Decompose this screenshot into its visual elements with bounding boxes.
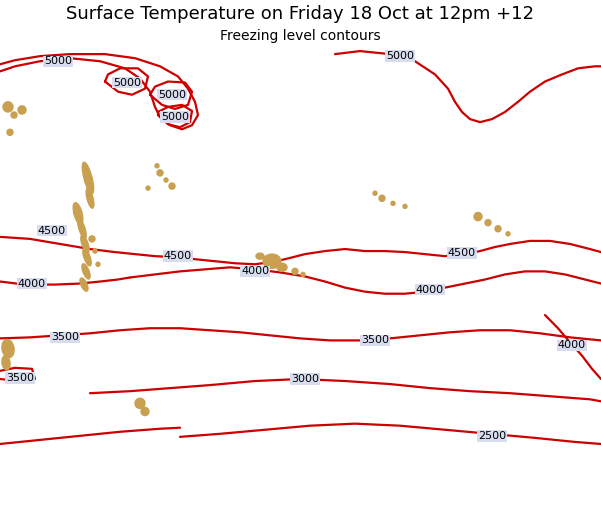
Circle shape (146, 186, 150, 190)
Ellipse shape (82, 162, 94, 194)
Text: 3500: 3500 (361, 336, 389, 345)
Text: 3500: 3500 (51, 332, 79, 342)
Circle shape (301, 272, 305, 277)
Text: 5000: 5000 (161, 112, 189, 122)
Circle shape (292, 268, 298, 274)
Text: Freezing level contours: Freezing level contours (220, 29, 381, 43)
Text: 5000: 5000 (158, 90, 186, 100)
Ellipse shape (80, 278, 88, 291)
Circle shape (155, 164, 159, 168)
Text: 4000: 4000 (18, 279, 46, 288)
Circle shape (495, 226, 501, 232)
Text: 4000: 4000 (241, 266, 269, 277)
Circle shape (96, 262, 100, 266)
Ellipse shape (81, 235, 89, 252)
Circle shape (373, 191, 377, 195)
Circle shape (403, 204, 407, 208)
Circle shape (506, 232, 510, 236)
Text: 4500: 4500 (164, 251, 192, 261)
Text: 3500: 3500 (6, 373, 34, 383)
Text: 5000: 5000 (44, 56, 72, 66)
Circle shape (485, 220, 491, 226)
Ellipse shape (256, 253, 264, 259)
Circle shape (141, 407, 149, 416)
Circle shape (474, 212, 482, 221)
Text: Surface Temperature on Friday 18 Oct at 12pm +12: Surface Temperature on Friday 18 Oct at … (67, 5, 534, 23)
Circle shape (391, 201, 395, 205)
Circle shape (169, 183, 175, 189)
Circle shape (18, 106, 26, 114)
Text: 4000: 4000 (416, 285, 444, 294)
Ellipse shape (82, 264, 90, 279)
Ellipse shape (277, 263, 287, 271)
Text: 5000: 5000 (386, 51, 414, 61)
Circle shape (157, 170, 163, 176)
Circle shape (164, 178, 168, 182)
Ellipse shape (263, 254, 281, 268)
Circle shape (89, 236, 95, 242)
Ellipse shape (78, 219, 86, 239)
Ellipse shape (86, 188, 94, 208)
Circle shape (135, 398, 145, 408)
Text: 4000: 4000 (558, 341, 586, 350)
Text: 3000: 3000 (291, 374, 319, 384)
Circle shape (3, 102, 13, 112)
Circle shape (11, 112, 17, 118)
Ellipse shape (83, 248, 91, 266)
Circle shape (7, 129, 13, 135)
Text: 4500: 4500 (38, 226, 66, 236)
Ellipse shape (2, 356, 10, 370)
Ellipse shape (73, 203, 83, 224)
Circle shape (93, 249, 97, 253)
Ellipse shape (2, 340, 14, 358)
Text: 2500: 2500 (478, 431, 506, 441)
Circle shape (379, 195, 385, 201)
Text: 5000: 5000 (113, 77, 141, 88)
Text: 4500: 4500 (448, 248, 476, 258)
